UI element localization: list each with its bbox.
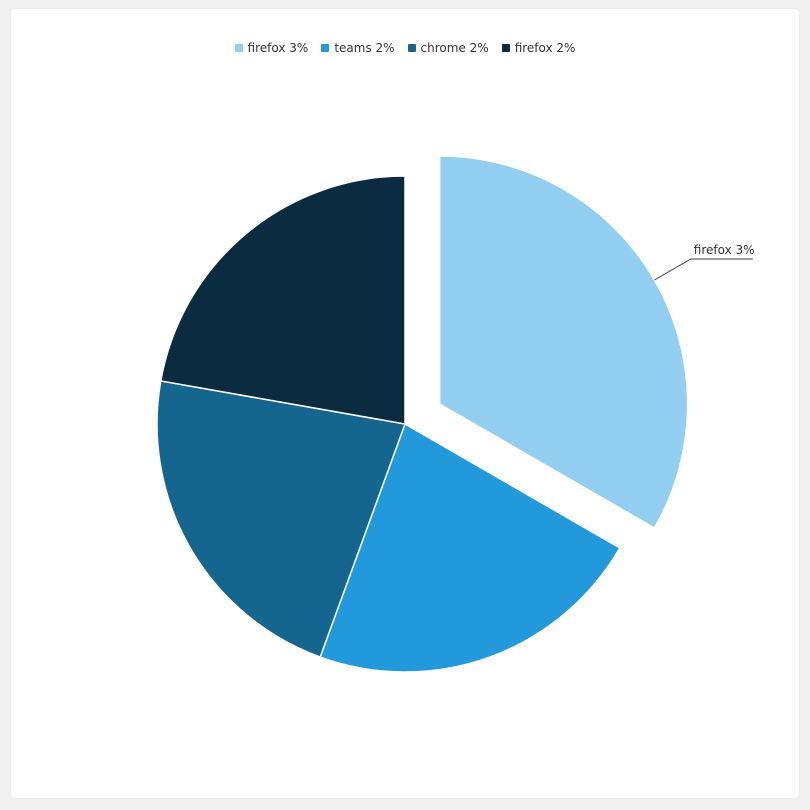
legend-item-firefox-3[interactable]: firefox 2% [501,41,576,55]
legend-marker-icon [234,44,243,52]
pie-slice-chrome-2[interactable] [156,380,406,658]
legend-item-label: firefox 3% [247,41,309,55]
legend-marker-icon [407,44,416,52]
legend-marker-icon [321,44,330,52]
legend-item-label: chrome 2% [420,41,489,55]
legend-item-label: teams 2% [334,41,395,55]
legend: firefox 3% teams 2% chrome 2% firefox 2% [0,41,810,55]
legend-marker-icon [501,44,510,52]
pie-slice-teams-1[interactable] [319,423,621,673]
legend-item-teams-1[interactable]: teams 2% [321,41,395,55]
legend-item-label: firefox 2% [514,41,576,55]
slice-callout-label: firefox 3% [694,243,755,257]
pie-slice-firefox-3[interactable] [160,175,406,425]
legend-item-chrome-2[interactable]: chrome 2% [407,41,489,55]
callout-leader-line [654,258,753,281]
legend-item-firefox-0[interactable]: firefox 3% [234,41,309,55]
